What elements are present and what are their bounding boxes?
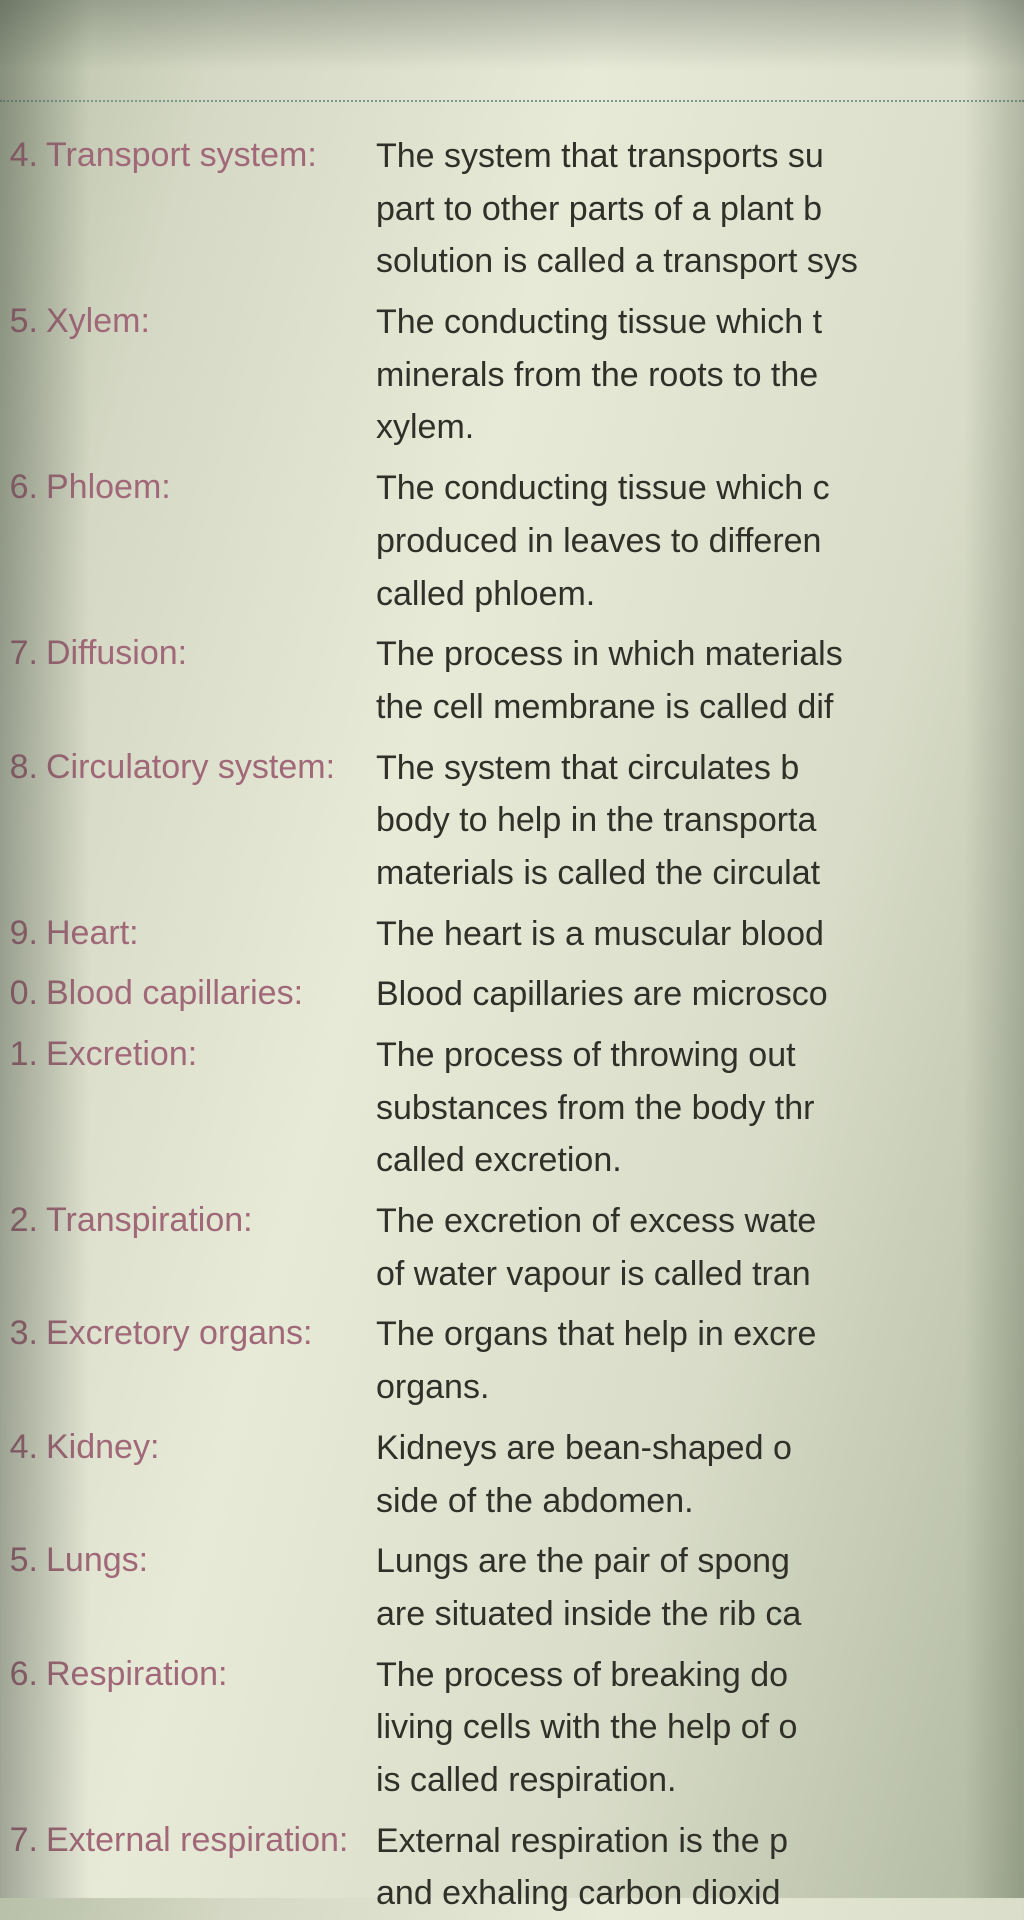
entry-term: Excretion: xyxy=(46,1029,376,1080)
entry-number: 6. xyxy=(0,462,46,513)
entry-term: Transpiration: xyxy=(46,1195,376,1246)
entry-number: 8. xyxy=(0,742,46,793)
definition-entry: 0.Blood capillaries:Blood capillaries ar… xyxy=(0,968,1024,1021)
entry-definition: The heart is a muscular blood xyxy=(376,908,1024,961)
entry-term: Circulatory system: xyxy=(46,742,376,793)
entry-term: Heart: xyxy=(46,908,376,959)
entry-number: 9. xyxy=(0,908,46,959)
entry-term: Excretory organs: xyxy=(46,1308,376,1359)
entry-number: 6. xyxy=(0,1649,46,1700)
definition-entry: 6.Respiration:The process of breaking do… xyxy=(0,1649,1024,1807)
definition-entry: 4.Kidney:Kidneys are bean-shaped o side … xyxy=(0,1422,1024,1527)
definition-entry: 7.External respiration:External respirat… xyxy=(0,1815,1024,1920)
entry-term: Xylem: xyxy=(46,296,376,347)
entry-number: 7. xyxy=(0,1815,46,1866)
definition-entry: 5.Xylem:The conducting tissue which t mi… xyxy=(0,296,1024,454)
entry-term: External respiration: xyxy=(46,1815,376,1866)
entry-definition: The conducting tissue which c produced i… xyxy=(376,462,1024,620)
entry-number: 7. xyxy=(0,628,46,679)
definition-entry: 5.Lungs:Lungs are the pair of spong are … xyxy=(0,1535,1024,1640)
divider-line xyxy=(0,100,1024,102)
entry-term: Respiration: xyxy=(46,1649,376,1700)
definition-list: 4.Transport system:The system that trans… xyxy=(0,100,1024,1920)
entry-term: Transport system: xyxy=(46,130,376,181)
definition-entry: 2.Transpiration:The excretion of excess … xyxy=(0,1195,1024,1300)
entry-number: 4. xyxy=(0,1422,46,1473)
entry-definition: Kidneys are bean-shaped o side of the ab… xyxy=(376,1422,1024,1527)
entry-definition: The process in which materials the cell … xyxy=(376,628,1024,733)
entry-definition: The system that circulates b body to hel… xyxy=(376,742,1024,900)
entry-number: 0. xyxy=(0,968,46,1019)
page-shadow-top xyxy=(0,0,1024,70)
page: 4.Transport system:The system that trans… xyxy=(0,0,1024,1898)
entry-definition: The excretion of excess wate of water va… xyxy=(376,1195,1024,1300)
definition-entry: 4.Transport system:The system that trans… xyxy=(0,130,1024,288)
entry-term: Phloem: xyxy=(46,462,376,513)
definition-entry: 6.Phloem:The conducting tissue which c p… xyxy=(0,462,1024,620)
entry-number: 5. xyxy=(0,1535,46,1586)
entry-number: 2. xyxy=(0,1195,46,1246)
entry-definition: The process of breaking do living cells … xyxy=(376,1649,1024,1807)
entry-definition: The conducting tissue which t minerals f… xyxy=(376,296,1024,454)
definition-entry: 1.Excretion:The process of throwing out … xyxy=(0,1029,1024,1187)
entry-term: Kidney: xyxy=(46,1422,376,1473)
entry-definition: Lungs are the pair of spong are situated… xyxy=(376,1535,1024,1640)
entry-number: 4. xyxy=(0,130,46,181)
entry-definition: Blood capillaries are microsco xyxy=(376,968,1024,1021)
entry-number: 1. xyxy=(0,1029,46,1080)
entry-term: Blood capillaries: xyxy=(46,968,376,1019)
definition-entry: 3.Excretory organs:The organs that help … xyxy=(0,1308,1024,1413)
entry-number: 5. xyxy=(0,296,46,347)
entry-definition: The system that transports su part to ot… xyxy=(376,130,1024,288)
entry-definition: The process of throwing out substances f… xyxy=(376,1029,1024,1187)
definition-entry: 7.Diffusion:The process in which materia… xyxy=(0,628,1024,733)
entry-definition: External respiration is the p and exhali… xyxy=(376,1815,1024,1920)
entry-term: Diffusion: xyxy=(46,628,376,679)
entry-definition: The organs that help in excre organs. xyxy=(376,1308,1024,1413)
entry-term: Lungs: xyxy=(46,1535,376,1586)
definition-entry: 9.Heart:The heart is a muscular blood xyxy=(0,908,1024,961)
entry-number: 3. xyxy=(0,1308,46,1359)
definition-entry: 8.Circulatory system:The system that cir… xyxy=(0,742,1024,900)
